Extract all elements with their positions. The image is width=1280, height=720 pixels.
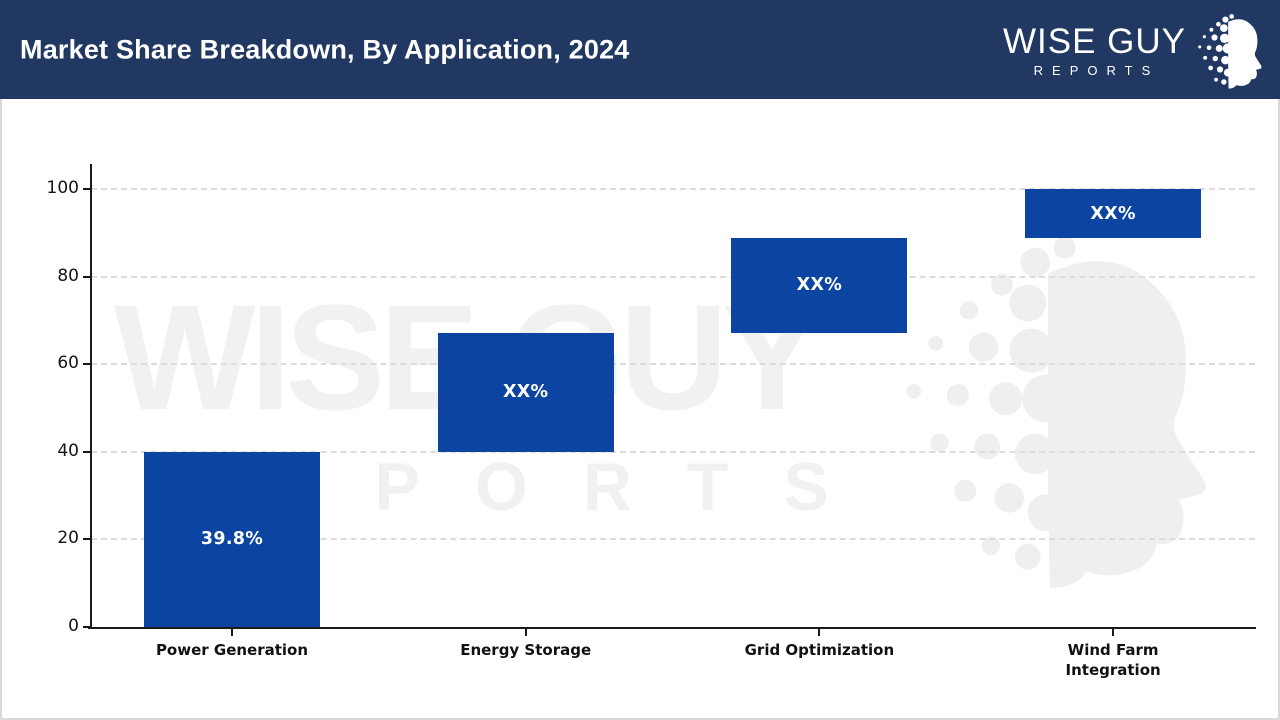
bar-value-label: 39.8% (200, 529, 264, 550)
logo-line2: REPORTS (1033, 62, 1160, 78)
y-tick-label: 40 (57, 440, 79, 461)
chart-area: WISE GUY REPORTS 0 20 40 60 80 100 39.8% XX% XX%… (0, 99, 1280, 720)
wiseguy-logo: WISE GUY REPORTS (1003, 6, 1266, 94)
x-tick-mark (818, 629, 821, 636)
y-tick-mark (83, 450, 91, 453)
x-category-label: Power Generation (155, 641, 309, 659)
bar-power-generation: 39.8% (144, 452, 320, 627)
x-axis-spine (88, 627, 1256, 629)
y-tick-label: 100 (46, 178, 79, 198)
y-gridline (91, 450, 1255, 453)
y-tick-mark (83, 188, 91, 190)
y-tick-mark (83, 275, 91, 278)
y-tick-label: 20 (57, 528, 79, 548)
y-tick-mark (83, 363, 91, 365)
page-title: Market Share Breakdown, By Application, … (20, 34, 630, 64)
bar-value-label: XX% (1090, 203, 1136, 224)
y-axis-spine (90, 164, 92, 628)
y-tick-mark (83, 538, 91, 540)
x-category-label: Grid Optimization (744, 641, 895, 659)
bar-energy-storage: XX% (437, 332, 614, 453)
y-gridline (91, 538, 1255, 540)
bar-wind-farm-integration: XX% (1025, 189, 1202, 239)
bar-value-label: XX% (796, 275, 843, 296)
logo-line1: WISE GUY (1002, 21, 1186, 61)
y-gridline (91, 188, 1255, 190)
x-category-label: Energy Storage (460, 641, 592, 659)
x-tick-mark (524, 629, 527, 636)
x-tick-mark (1112, 629, 1115, 636)
bar-grid-optimization: XX% (731, 238, 908, 333)
y-tick-label: 0 (68, 615, 79, 636)
bar-value-label: XX% (502, 382, 549, 403)
x-tick-mark (231, 629, 233, 636)
y-tick-label: 60 (57, 353, 79, 373)
y-gridline (91, 275, 1255, 278)
dotted-head-icon (1188, 8, 1266, 92)
y-tick-label: 80 (57, 265, 79, 286)
header-banner: Market Share Breakdown, By Application, … (0, 0, 1280, 99)
y-tick-mark (83, 625, 91, 628)
y-gridline (91, 363, 1255, 365)
x-category-label: Wind Farm Integration (1065, 641, 1161, 679)
logo-wordmark: WISE GUY REPORTS (1002, 21, 1186, 78)
